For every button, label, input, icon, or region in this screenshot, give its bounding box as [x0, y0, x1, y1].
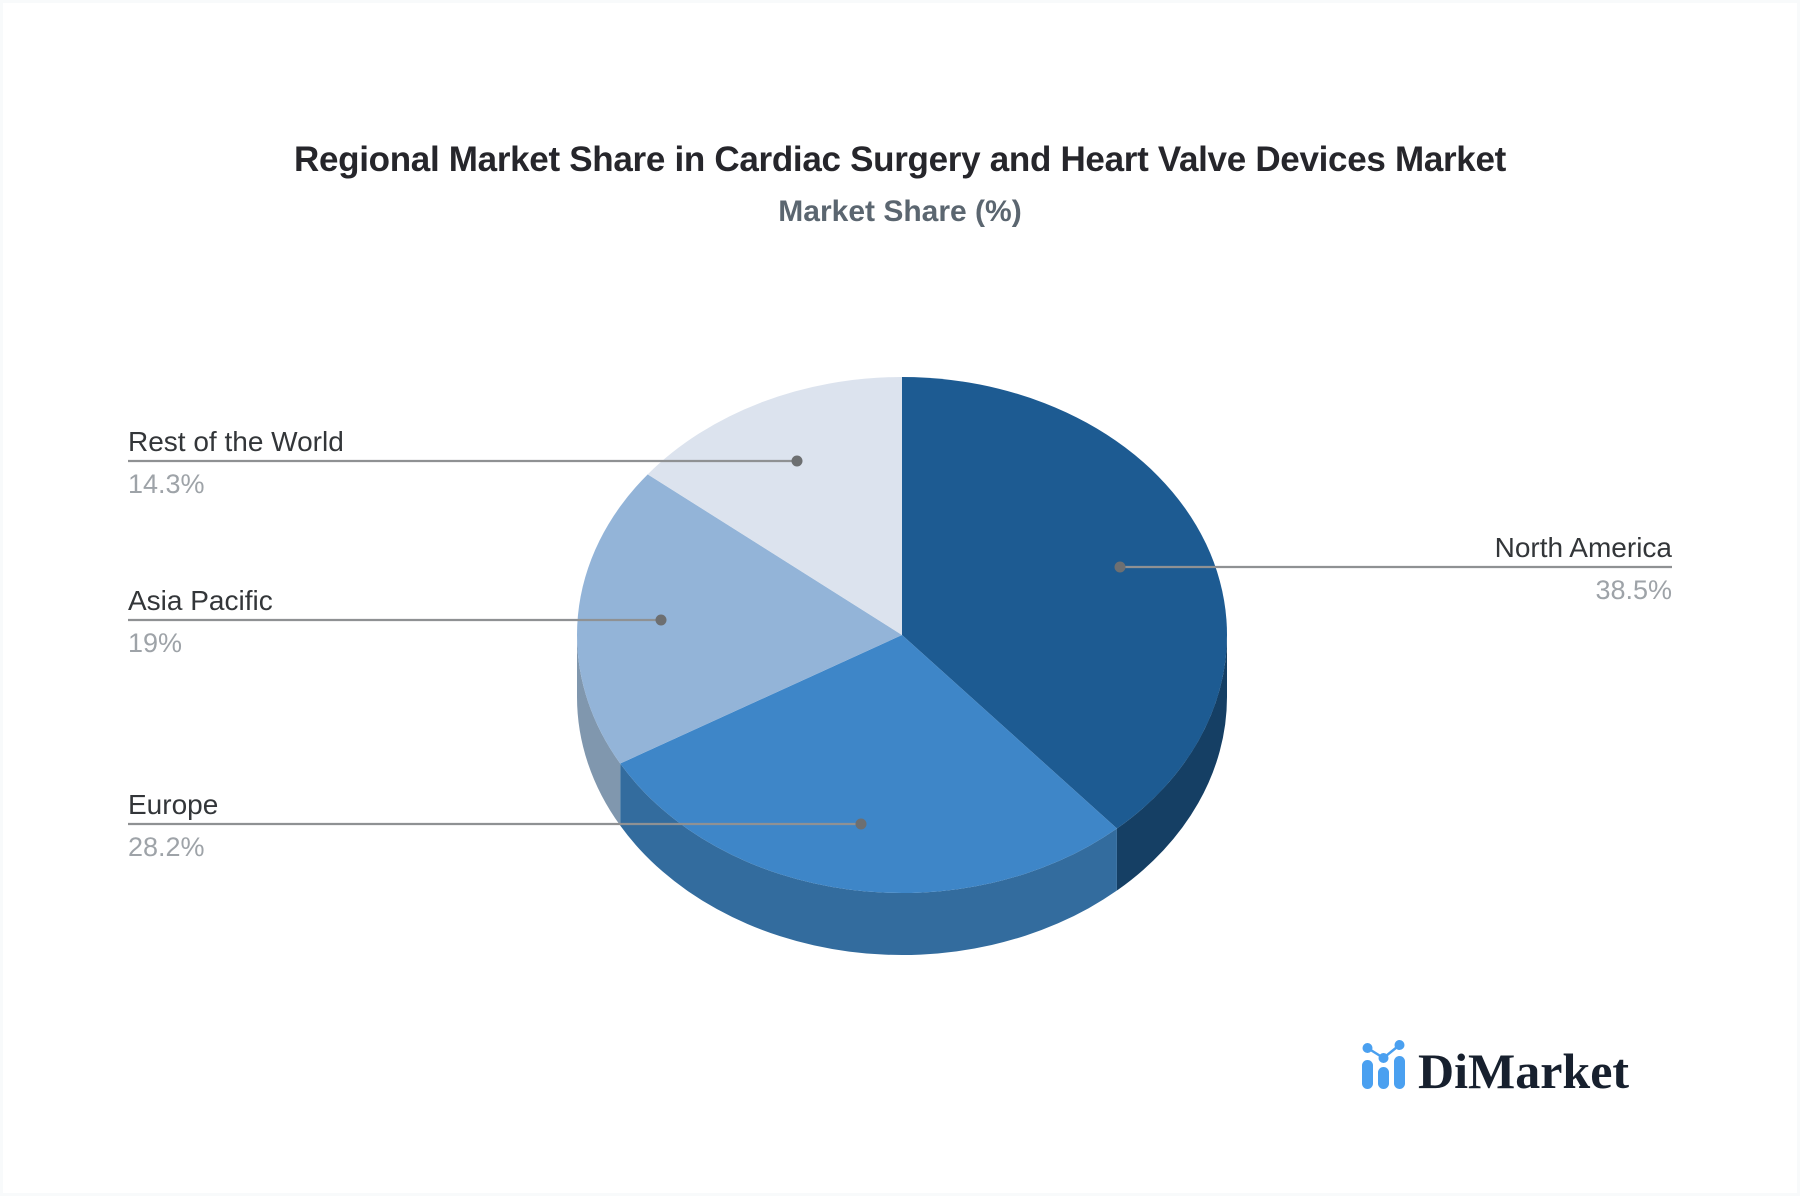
value-rest-of-the-world: 14.3%	[128, 469, 205, 499]
page-title: Regional Market Share in Cardiac Surgery…	[293, 140, 1506, 179]
callout-asia-pacific: Asia Pacific 19%	[128, 585, 667, 658]
callout-rest-of-the-world: Rest of the World 14.3%	[128, 426, 803, 499]
pie-chart	[576, 376, 1228, 956]
pie-slice-asia-pacific	[576, 474, 902, 764]
callout-europe: Europe 28.2%	[128, 789, 867, 862]
brand-logo: DiMarket	[1362, 1040, 1629, 1099]
label-rest-of-the-world: Rest of the World	[128, 426, 344, 457]
logo-bar-3	[1394, 1056, 1405, 1089]
callout-north-america: North America 38.5%	[1114, 532, 1673, 605]
label-north-america: North America	[1495, 532, 1673, 563]
pie-slice-side-north-america	[1116, 635, 1227, 891]
value-asia-pacific: 19%	[128, 628, 182, 658]
pie-slice-europe	[620, 635, 1117, 894]
pie-slice-side-europe	[620, 763, 1117, 956]
leader-dot-north-america	[1114, 561, 1126, 573]
logo-bar-1	[1362, 1060, 1373, 1089]
pie-slice-rest-of-the-world	[647, 377, 902, 635]
label-asia-pacific: Asia Pacific	[128, 585, 273, 616]
logo-wordmark: DiMarket	[1418, 1043, 1629, 1099]
pie-slice-side-asia-pacific	[577, 635, 621, 826]
value-europe: 28.2%	[128, 832, 205, 862]
chart-subtitle: Market Share (%)	[778, 195, 1022, 228]
leader-dot-rest-of-the-world	[791, 455, 803, 467]
logo-dot-3	[1394, 1040, 1405, 1050]
leader-dot-asia-pacific	[655, 614, 667, 626]
leader-dot-europe	[855, 818, 867, 830]
value-north-america: 38.5%	[1595, 575, 1672, 605]
logo-bar-2	[1378, 1067, 1389, 1089]
label-europe: Europe	[128, 789, 218, 820]
logo-dot-1	[1362, 1043, 1373, 1053]
pie-slice-north-america	[902, 376, 1228, 829]
bar-line-chart-icon	[1362, 1040, 1405, 1089]
logo-dot-2	[1378, 1053, 1389, 1063]
